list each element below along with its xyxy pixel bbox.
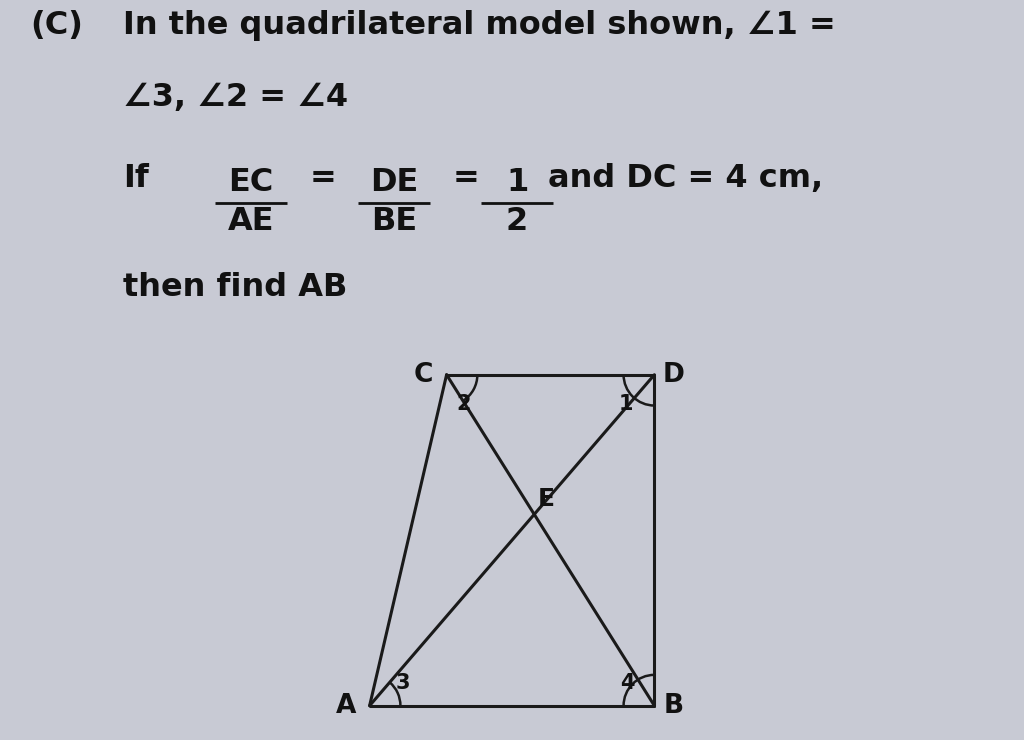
Text: =: = [453, 164, 479, 195]
Text: ∠3, ∠2 = ∠4: ∠3, ∠2 = ∠4 [123, 81, 348, 112]
Text: 3: 3 [395, 673, 410, 693]
Text: 4: 4 [621, 673, 635, 693]
Text: then find AB: then find AB [123, 272, 347, 303]
Text: AE: AE [227, 206, 274, 237]
Text: 2: 2 [506, 206, 528, 237]
Text: EC: EC [228, 166, 273, 198]
Text: 1: 1 [506, 166, 528, 198]
Text: A: A [336, 693, 356, 719]
Text: B: B [664, 693, 684, 719]
Text: and DC = 4 cm,: and DC = 4 cm, [548, 164, 823, 195]
Text: If: If [123, 164, 148, 195]
Text: D: D [663, 362, 685, 388]
Text: BE: BE [371, 206, 418, 237]
Text: E: E [538, 487, 554, 511]
Text: C: C [414, 362, 433, 388]
Text: In the quadrilateral model shown, ∠1 =: In the quadrilateral model shown, ∠1 = [123, 10, 836, 41]
Text: (C): (C) [31, 10, 84, 41]
Text: 2: 2 [457, 394, 471, 414]
Text: DE: DE [370, 166, 419, 198]
Text: 1: 1 [618, 394, 633, 414]
Text: =: = [309, 164, 336, 195]
